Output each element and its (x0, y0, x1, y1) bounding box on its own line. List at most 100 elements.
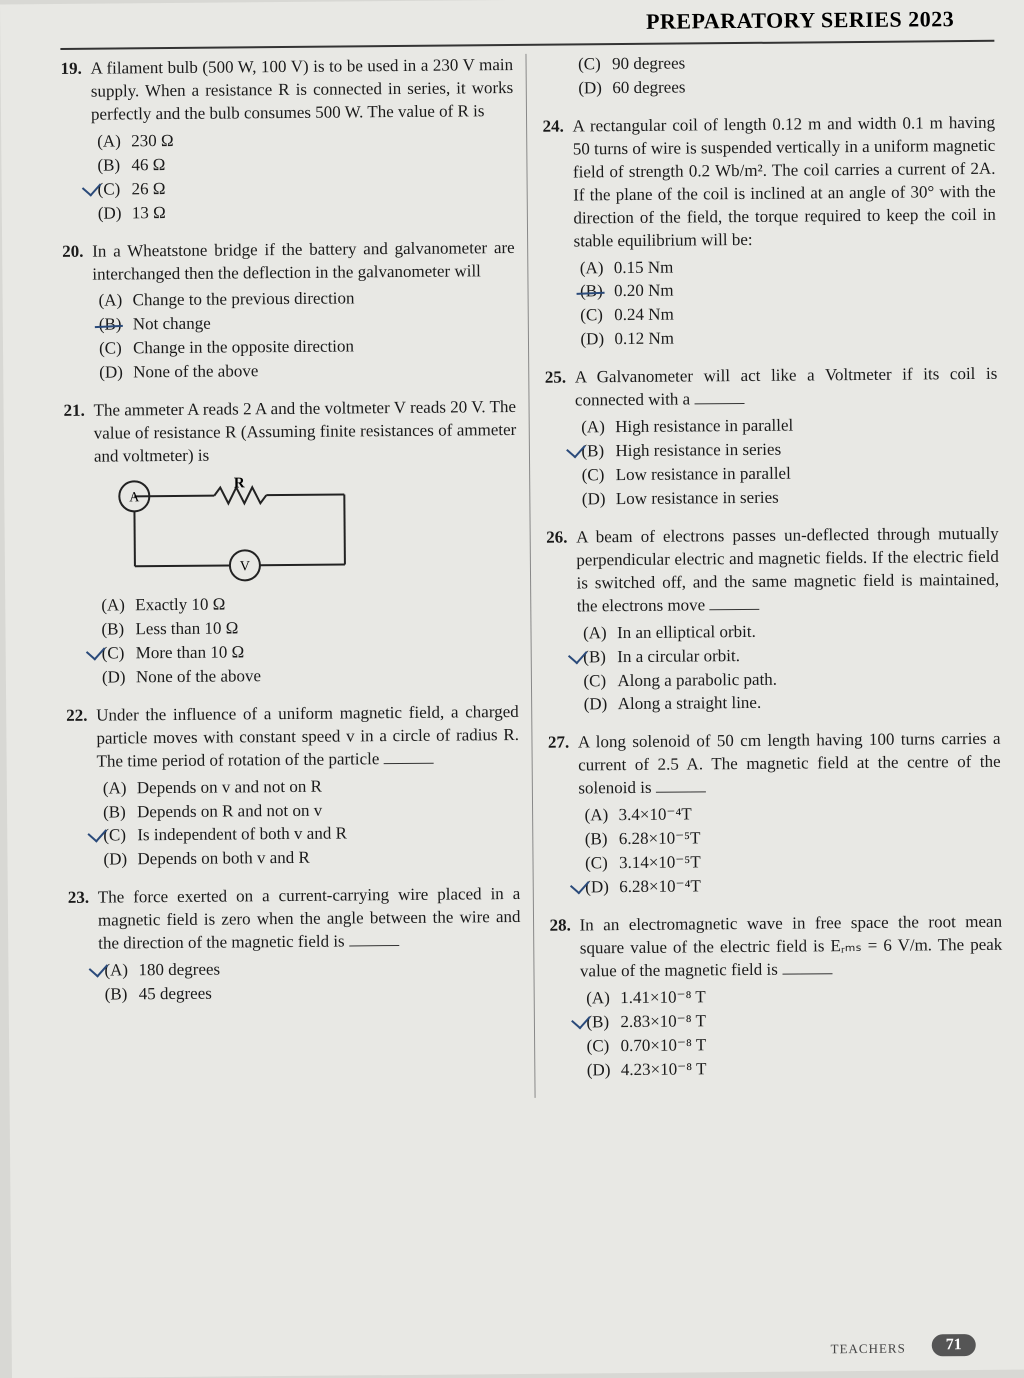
option-text: 26 Ω (132, 178, 166, 201)
option-text: Not change (133, 313, 211, 337)
option-label: (B) (105, 983, 139, 1006)
question-body: In a Wheatstone bridge if the battery an… (92, 237, 516, 386)
option-label: (A) (585, 804, 619, 827)
option-label: (D) (585, 876, 619, 899)
option-text: Change to the previous direction (133, 288, 355, 313)
option: (A) 0.15 Nm (580, 253, 997, 280)
options-list: (A) 0.15 Nm (B) 0.20 Nm (C) 0.24 Nm (D) … (574, 253, 997, 351)
option-text: 180 degrees (138, 959, 220, 983)
option-label: (D) (98, 202, 132, 225)
exam-page: PREPARATORY SERIES 2023 19.A filament bu… (0, 0, 1024, 1378)
option-label: (B) (585, 828, 619, 851)
question-body: A Galvanometer will act like a Voltmeter… (575, 363, 999, 512)
svg-text:R: R (234, 475, 245, 491)
option: (A) Change to the previous direction (99, 286, 516, 313)
svg-text:V: V (240, 559, 250, 574)
option-text: Depends on R and not on v (137, 799, 322, 824)
question: 22.Under the influence of a uniform magn… (66, 701, 520, 874)
option: (A) In an elliptical orbit. (583, 618, 1000, 645)
question-number: 28. (549, 914, 580, 1083)
option-label: (B) (583, 646, 617, 669)
question-body: The force exerted on a current-carrying … (98, 883, 522, 1007)
option: (C) 26 Ω (98, 175, 515, 202)
option: (B) 2.83×10⁻⁸ T (586, 1007, 1003, 1034)
question-number: 26. (546, 526, 578, 718)
option-text: 230 Ω (131, 130, 174, 153)
svg-text:A: A (129, 490, 140, 505)
options-list: (A) Depends on v and not on R (B) Depend… (97, 774, 520, 872)
question-body: A beam of electrons passes un-deflected … (576, 523, 1000, 718)
option-text: 13 Ω (132, 202, 166, 225)
options-list: (A) 230 Ω (B) 46 Ω (C) 26 Ω (D) 13 Ω (91, 127, 514, 225)
options-list: (A) High resistance in parallel (B) High… (575, 413, 998, 511)
option-text: Less than 10 Ω (135, 617, 238, 641)
question: 23.The force exerted on a current-carryi… (68, 883, 522, 1008)
question-number: 19. (60, 58, 91, 227)
option-text: 0.12 Nm (614, 328, 674, 351)
option-label: (B) (99, 314, 133, 337)
option-text: 0.20 Nm (614, 280, 674, 303)
option: (B) Not change (99, 310, 516, 337)
option-text: 60 degrees (612, 76, 685, 100)
left-column: 19.A filament bulb (500 W, 100 V) is to … (60, 54, 535, 1102)
option-text: 2.83×10⁻⁸ T (620, 1010, 706, 1034)
option: (C) More than 10 Ω (102, 639, 519, 666)
option: (A) 230 Ω (97, 127, 514, 154)
options-list: (A) In an elliptical orbit. (B) In a cir… (577, 618, 1000, 716)
question: 25.A Galvanometer will act like a Voltme… (545, 363, 999, 513)
option: (A) 3.4×10⁻⁴T (585, 801, 1002, 828)
question-text: The force exerted on a current-carrying … (98, 883, 521, 955)
option-label: (C) (585, 852, 619, 875)
question: 24.A rectangular coil of length 0.12 m a… (543, 112, 998, 353)
option-label: (C) (103, 825, 137, 848)
right-column: (C) 90 degrees (D) 60 degrees 24.A recta… (530, 50, 1004, 1098)
option: (C) Low resistance in parallel (582, 461, 999, 488)
option-text: High resistance in parallel (615, 415, 793, 439)
option: (D) None of the above (102, 663, 519, 690)
option-text: Exactly 10 Ω (135, 594, 225, 618)
option-label: (D) (587, 1059, 621, 1082)
option-label: (A) (581, 416, 615, 439)
question-body: Under the influence of a uniform magneti… (96, 701, 520, 873)
option: (C) 3.14×10⁻⁵T (585, 849, 1002, 876)
option-label: (A) (101, 594, 135, 617)
option: (D) None of the above (99, 358, 516, 385)
option-label: (A) (99, 290, 133, 313)
option-label: (D) (582, 488, 616, 511)
option-label: (A) (97, 130, 131, 153)
series-header: PREPARATORY SERIES 2023 (60, 0, 994, 50)
option-label: (B) (97, 154, 131, 177)
option-text: 90 degrees (612, 52, 685, 76)
option-text: In a circular orbit. (617, 645, 740, 669)
question-text: A rectangular coil of length 0.12 m and … (573, 112, 997, 253)
option-label: (D) (584, 694, 618, 717)
question-body: A filament bulb (500 W, 100 V) is to be … (90, 54, 514, 226)
option: (C) 90 degrees (578, 50, 995, 77)
option-text: Along a straight line. (618, 692, 762, 716)
question: 21.The ammeter A reads 2 A and the voltm… (63, 396, 518, 691)
option: (C) 0.70×10⁻⁸ T (587, 1031, 1004, 1058)
question-text: Under the influence of a uniform magneti… (96, 701, 519, 773)
option-label: (C) (98, 178, 132, 201)
option-label: (A) (583, 622, 617, 645)
question-body: A rectangular coil of length 0.12 m and … (573, 112, 998, 353)
question-body: A long solenoid of 50 cm length having 1… (578, 728, 1002, 900)
option-text: Low resistance in series (616, 487, 779, 511)
option-label: (A) (580, 257, 614, 280)
option-text: 6.28×10⁻⁴T (619, 875, 701, 899)
question-body: The ammeter A reads 2 A and the voltmete… (93, 396, 518, 690)
option-text: Is independent of both v and R (137, 823, 347, 848)
option-text: 6.28×10⁻⁵T (619, 828, 701, 852)
option-label: (C) (583, 670, 617, 693)
option: (B) 6.28×10⁻⁵T (585, 825, 1002, 852)
option-text: None of the above (133, 360, 258, 384)
option: (D) Low resistance in series (582, 485, 999, 512)
option: (C) Is independent of both v and R (103, 821, 520, 848)
option-label: (C) (99, 338, 133, 361)
option-label: (B) (101, 618, 135, 641)
option: (D) 13 Ω (98, 199, 515, 226)
option: (D) 60 degrees (578, 74, 995, 101)
option-text: 0.15 Nm (614, 256, 674, 279)
option: (C) Change in the opposite direction (99, 334, 516, 361)
question-text: A long solenoid of 50 cm length having 1… (578, 728, 1001, 800)
